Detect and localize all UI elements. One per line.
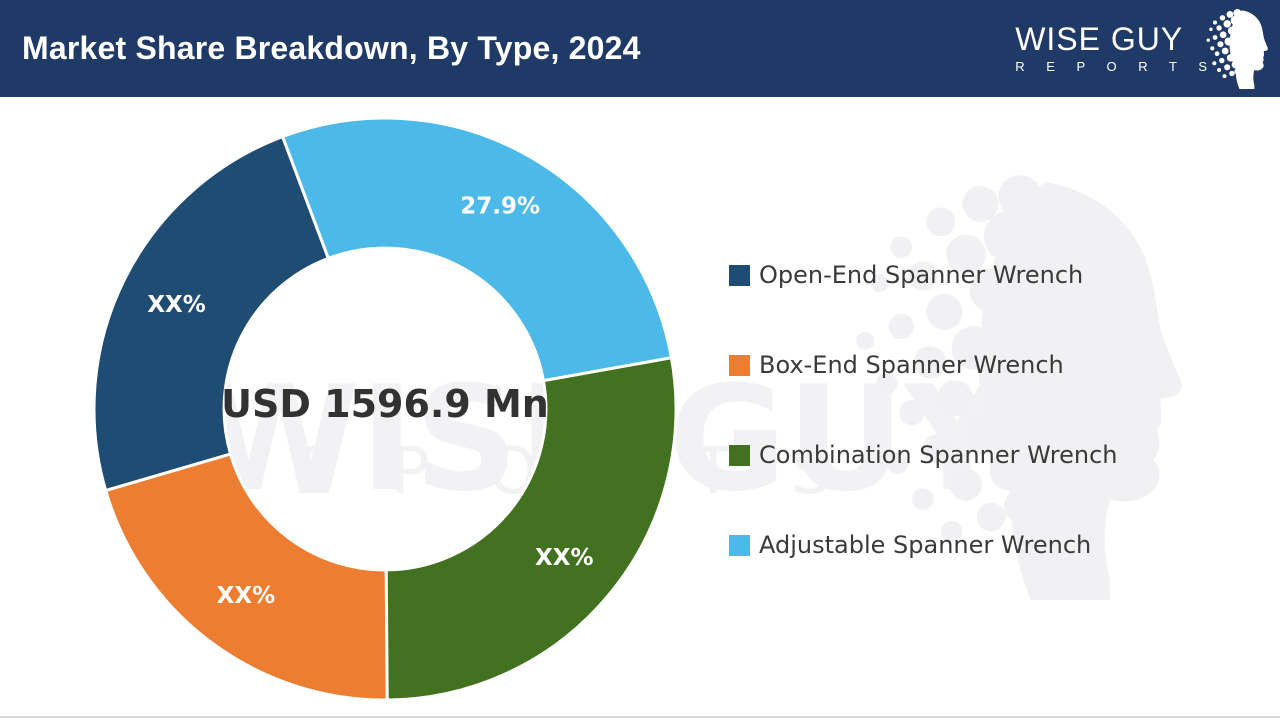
legend-label: Adjustable Spanner Wrench	[759, 531, 1092, 559]
legend-label: Combination Spanner Wrench	[759, 441, 1118, 469]
legend-swatch-icon	[729, 534, 750, 556]
legend-item-2: Combination Spanner Wrench	[729, 440, 1117, 470]
donut-segment-label-1: XX%	[217, 583, 276, 609]
wiseguy-logo-text: WISE GUY R E P O R T S	[1015, 20, 1216, 75]
donut-segment-label-3: 27.9%	[460, 193, 540, 219]
legend-item-1: Box-End Spanner Wrench	[729, 350, 1117, 380]
wiseguy-head-icon	[1206, 8, 1268, 89]
header-bar: Market Share Breakdown, By Type, 2024 WI…	[0, 0, 1280, 97]
page-title: Market Share Breakdown, By Type, 2024	[22, 30, 641, 66]
legend-item-0: Open-End Spanner Wrench	[729, 260, 1117, 290]
donut-segment-3	[280, 116, 674, 383]
legend-label: Box-End Spanner Wrench	[759, 351, 1064, 379]
logo-subtitle: R E P O R T S	[1015, 59, 1216, 75]
donut-segment-0	[92, 134, 331, 493]
logo-wordmark: WISE GUY	[1015, 20, 1184, 57]
center-value-label: USD 1596.9 Mn	[221, 382, 549, 426]
donut-segment-1	[103, 452, 389, 702]
legend: Open-End Spanner Wrench Box-End Spanner W…	[729, 260, 1117, 560]
legend-swatch-icon	[729, 264, 750, 286]
donut-segment-label-0: XX%	[147, 292, 206, 318]
wiseguy-logo: WISE GUY R E P O R T S	[1015, 8, 1268, 89]
donut-chart: XX% XX% XX% 27.9%	[92, 116, 678, 702]
bottom-border-line	[0, 716, 1280, 718]
legend-swatch-icon	[729, 354, 750, 376]
legend-item-3: Adjustable Spanner Wrench	[729, 530, 1117, 560]
legend-swatch-icon	[729, 444, 750, 466]
donut-segment-2	[384, 355, 678, 702]
legend-label: Open-End Spanner Wrench	[759, 261, 1084, 289]
donut-segment-label-2: XX%	[535, 545, 594, 571]
